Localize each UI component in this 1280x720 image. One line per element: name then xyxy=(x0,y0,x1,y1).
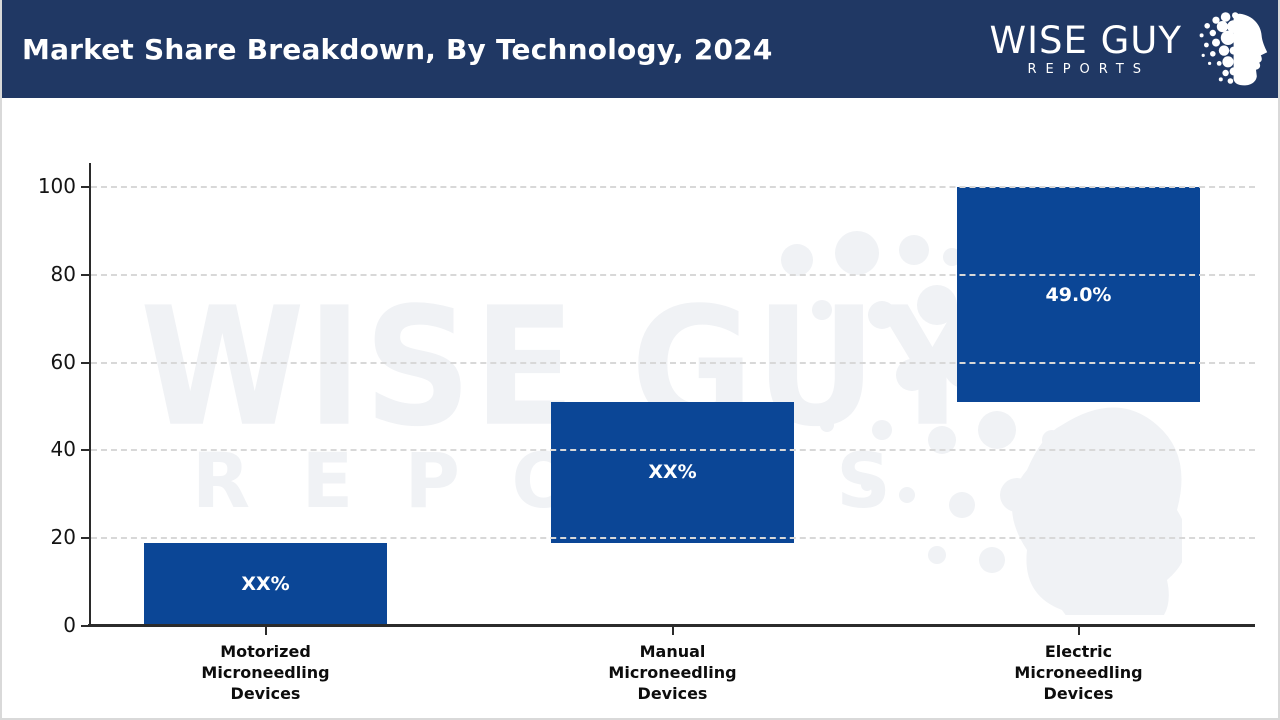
wiseguy-logo: WISE GUY REPORTS xyxy=(990,5,1272,93)
bar-value-label: XX% xyxy=(241,573,290,596)
y-tick-40 xyxy=(81,449,89,452)
gridline-100 xyxy=(91,186,1255,188)
bar-2 xyxy=(551,402,794,543)
x-tick-3 xyxy=(1077,627,1080,635)
gridline-80 xyxy=(91,273,1255,276)
bar-1 xyxy=(144,542,387,626)
y-tick-20 xyxy=(81,537,89,540)
y-tick-60 xyxy=(81,361,89,364)
x-category-label: Electric Microneedling Devices xyxy=(1014,642,1143,703)
page-title: Market Share Breakdown, By Technology, 2… xyxy=(22,32,773,66)
x-axis-line xyxy=(88,624,1255,627)
y-axis-line xyxy=(89,163,91,627)
x-category-label: Manual Microneedling Devices xyxy=(608,642,737,703)
y-tick-label: 0 xyxy=(63,613,76,637)
x-tick-1 xyxy=(264,627,267,635)
header-bar: Market Share Breakdown, By Technology, 2… xyxy=(2,0,1278,98)
gridline-40 xyxy=(91,449,1255,452)
y-tick-0 xyxy=(81,625,89,627)
logo-text: WISE GUY REPORTS xyxy=(989,18,1182,77)
bar-value-label: XX% xyxy=(648,461,697,484)
y-tick-label: 20 xyxy=(50,525,76,550)
logo-brand-text: WISE GUY xyxy=(989,18,1182,62)
gridline-60 xyxy=(91,361,1255,364)
y-tick-100 xyxy=(81,186,89,188)
y-tick-label: 100 xyxy=(37,174,76,198)
y-tick-label: 80 xyxy=(50,261,76,286)
logo-face-icon xyxy=(1199,12,1268,86)
gridline-20 xyxy=(91,537,1255,540)
y-tick-label: 60 xyxy=(50,349,76,374)
bar-value-label: 49.0% xyxy=(1045,283,1112,306)
y-tick-80 xyxy=(81,273,89,276)
x-category-label: Motorized Microneedling Devices xyxy=(201,642,330,703)
y-tick-label: 40 xyxy=(50,437,76,462)
x-tick-2 xyxy=(671,627,674,635)
bar-3 xyxy=(957,187,1200,403)
logo-reports-text: REPORTS xyxy=(1027,61,1151,77)
